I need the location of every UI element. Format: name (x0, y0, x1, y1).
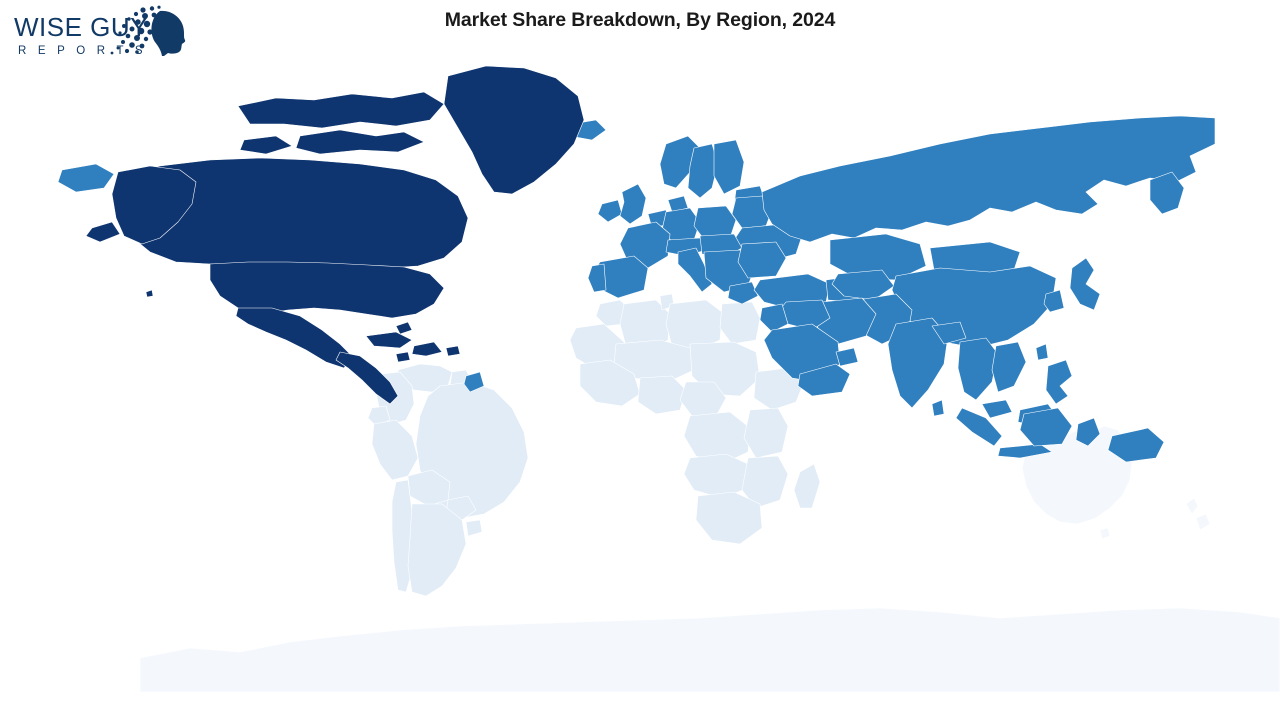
country-argentina[interactable] (407, 503, 467, 597)
country-sri-lanka[interactable] (931, 399, 945, 417)
country-uruguay[interactable] (465, 519, 483, 537)
country-romania-bulgaria[interactable] (737, 241, 787, 279)
country-norway[interactable] (659, 135, 701, 189)
country-mexico[interactable] (235, 307, 353, 369)
country-canada[interactable] (117, 157, 469, 269)
logo-artwork: WISE GUY R E P O R T S (14, 5, 186, 57)
country-greenland[interactable] (443, 65, 585, 195)
country-denmark[interactable] (667, 195, 689, 213)
country-israel-jordan-lebanon[interactable] (759, 303, 789, 333)
wise-guy-reports-logo: WISE GUY R E P O R T S (12, 4, 197, 60)
page-title: Market Share Breakdown, By Region, 2024 (444, 9, 836, 31)
head-profile-icon (151, 10, 186, 56)
country-new-zealand[interactable] (1185, 497, 1211, 531)
country-yemen-oman[interactable] (797, 363, 851, 397)
region-group-north-america[interactable] (85, 65, 585, 405)
country-greece[interactable] (727, 281, 759, 305)
country-finland[interactable] (713, 139, 745, 195)
world-map-container (0, 52, 1280, 720)
country-korea[interactable] (1043, 289, 1065, 313)
region-group-south-america-africa[interactable] (367, 293, 821, 597)
country-nepal-bangladesh[interactable] (931, 321, 967, 345)
region-group-europe-asia-middle-east[interactable] (57, 115, 1216, 463)
country-bahamas[interactable] (395, 321, 413, 335)
country-uae-qatar[interactable] (835, 347, 859, 367)
marker-small-island[interactable] (145, 289, 154, 298)
country-myanmar-thailand[interactable] (957, 337, 999, 401)
country-cuba[interactable] (365, 331, 413, 349)
country-peru[interactable] (371, 419, 419, 481)
country-libya[interactable] (665, 299, 723, 351)
region-antarctica[interactable] (139, 607, 1280, 693)
country-indonesia-sumatra[interactable] (955, 407, 1003, 447)
country-vietnam-laos-cambodia[interactable] (991, 341, 1027, 393)
country-taiwan[interactable] (1035, 343, 1049, 361)
world-choropleth-map (57, 65, 1280, 693)
country-angola-zambia[interactable] (683, 453, 749, 499)
country-mozambique-zimbabwe[interactable] (741, 455, 789, 509)
country-kenya-tanzania[interactable] (743, 407, 789, 459)
country-indonesia-sulawesi[interactable] (1075, 417, 1101, 447)
country-russia-kamchatka[interactable] (1149, 171, 1185, 215)
country-ireland[interactable] (597, 199, 623, 223)
country-united-kingdom[interactable] (619, 183, 647, 225)
country-papua-new-guinea[interactable] (1107, 427, 1165, 463)
country-tasmania[interactable] (1099, 527, 1111, 540)
country-egypt[interactable] (719, 301, 761, 345)
country-alaska[interactable] (85, 165, 197, 245)
country-south-africa[interactable] (695, 491, 763, 545)
country-canada-arctic-islands[interactable] (237, 91, 445, 155)
region-caribbean-islands[interactable] (395, 341, 461, 363)
country-sweden[interactable] (687, 143, 719, 199)
country-madagascar[interactable] (793, 463, 821, 509)
country-nigeria[interactable] (637, 375, 687, 415)
country-french-guiana[interactable] (463, 371, 485, 393)
country-west-africa-coast[interactable] (579, 359, 641, 407)
country-russia-chukotka-west[interactable] (57, 163, 115, 193)
country-portugal[interactable] (587, 263, 607, 293)
country-indonesia-borneo[interactable] (1019, 407, 1073, 447)
logo-dot-cluster-icon (110, 5, 161, 55)
region-central-america[interactable] (335, 351, 399, 405)
country-russia[interactable] (761, 115, 1216, 243)
page-header: WISE GUY R E P O R T S (0, 0, 1280, 60)
country-italy[interactable] (677, 247, 713, 293)
country-japan[interactable] (1069, 257, 1101, 311)
country-philippines[interactable] (1045, 359, 1073, 405)
